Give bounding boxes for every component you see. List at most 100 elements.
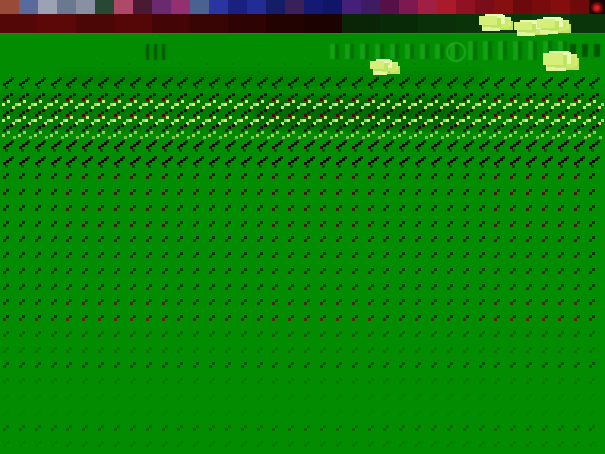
- glitch-mark: [3, 94, 6, 97]
- glitch-mark: [162, 393, 165, 396]
- glitch-mark: [431, 141, 434, 144]
- glitch-mark: [494, 298, 497, 301]
- glitch-mark: [431, 409, 434, 412]
- speckles-artifact: [370, 61, 384, 69]
- glitch-mark: [368, 440, 371, 443]
- glitch-mark: [431, 94, 434, 97]
- glitch-mark: [431, 251, 434, 254]
- glitch-mark: [494, 314, 497, 317]
- glitch-mark: [257, 125, 260, 128]
- glitch-mark: [209, 440, 212, 443]
- glitch-mark: [51, 440, 54, 443]
- speckles-artifact: [479, 16, 497, 25]
- glitch-mark: [542, 251, 545, 254]
- glitch-mark: [225, 377, 228, 380]
- glitch-mark: [98, 235, 101, 238]
- glitch-mark: [51, 172, 54, 175]
- glitch-mark: [98, 330, 101, 333]
- glitch-mark: [479, 110, 482, 113]
- glitch-mark: [272, 440, 275, 443]
- glitch-mark: [257, 283, 260, 286]
- glitch-mark: [257, 204, 260, 207]
- glitch-mark: [82, 220, 85, 223]
- glitch-mark: [304, 267, 307, 270]
- glitch-mark: [3, 424, 6, 427]
- glitch-mark: [352, 283, 355, 286]
- glitch-mark: [415, 409, 418, 412]
- glitch-mark: [146, 94, 149, 97]
- glitch-mark: [510, 172, 513, 175]
- glitch-mark: [225, 188, 228, 191]
- glitch-mark: [510, 235, 513, 238]
- glitch-mark: [193, 220, 196, 223]
- glitch-mark: [447, 188, 450, 191]
- glitch-mark: [3, 346, 6, 349]
- glitch-mark: [98, 283, 101, 286]
- glitch-mark: [19, 235, 22, 238]
- glitch-mark: [146, 267, 149, 270]
- glitch-mark: [162, 188, 165, 191]
- glitch-block: [57, 0, 76, 14]
- glitch-mark: [66, 220, 69, 223]
- glitch-mark: [146, 141, 149, 144]
- glitch-mark: [19, 298, 22, 301]
- glitch-mark: [3, 110, 6, 113]
- glitch-mark: [383, 393, 386, 396]
- glitch-mark: [510, 330, 513, 333]
- glitch-mark: [399, 361, 402, 364]
- glitch-mark: [114, 393, 117, 396]
- glitch-mark: [66, 235, 69, 238]
- glitch-mark: [35, 267, 38, 270]
- glitch-mark: [463, 235, 466, 238]
- glitch-mark: [98, 424, 101, 427]
- glitch-mark: [352, 78, 355, 81]
- glitch-mark: [574, 78, 577, 81]
- glitch-mark: [415, 110, 418, 113]
- glitch-mark: [510, 78, 513, 81]
- glitch-mark: [352, 141, 355, 144]
- glitch-band-second: [0, 14, 605, 33]
- glitch-mark: [542, 346, 545, 349]
- glitch-mark: [51, 346, 54, 349]
- glitch-mark: [66, 440, 69, 443]
- glitch-mark: [162, 283, 165, 286]
- glitch-mark: [51, 110, 54, 113]
- glitch-mark: [368, 125, 371, 128]
- glitch-mark: [304, 409, 307, 412]
- glitch-mark: [51, 251, 54, 254]
- glitch-mark: [336, 110, 339, 113]
- green-background-field: [0, 33, 605, 454]
- glitch-mark: [589, 78, 592, 81]
- glitch-mark: [19, 94, 22, 97]
- glitch-mark: [272, 377, 275, 380]
- glitch-mark: [209, 110, 212, 113]
- glitch-mark: [146, 330, 149, 333]
- glitch-mark: [35, 440, 38, 443]
- glitch-mark: [574, 330, 577, 333]
- glitch-mark: [383, 314, 386, 317]
- glitch-mark: [130, 314, 133, 317]
- glitch-mark: [304, 157, 307, 160]
- glitch-mark: [35, 94, 38, 97]
- glitch-mark: [272, 283, 275, 286]
- glitch-mark: [526, 377, 529, 380]
- glitch-mark: [193, 141, 196, 144]
- glitch-mark: [542, 377, 545, 380]
- glitch-mark: [304, 393, 307, 396]
- glitch-mark: [447, 346, 450, 349]
- glitch-mark: [463, 204, 466, 207]
- glitch-mark: [463, 141, 466, 144]
- glitch-mark: [35, 314, 38, 317]
- glitch-mark: [510, 267, 513, 270]
- glitch-mark: [431, 424, 434, 427]
- glitch-mark: [383, 298, 386, 301]
- glitch-mark: [542, 267, 545, 270]
- glitch-mark: [542, 330, 545, 333]
- glitch-mark: [51, 314, 54, 317]
- glitch-mark: [510, 141, 513, 144]
- glitch-mark: [368, 283, 371, 286]
- glitch-mark: [383, 110, 386, 113]
- glitch-mark: [146, 251, 149, 254]
- glitch-mark: [542, 220, 545, 223]
- glitch-mark: [574, 235, 577, 238]
